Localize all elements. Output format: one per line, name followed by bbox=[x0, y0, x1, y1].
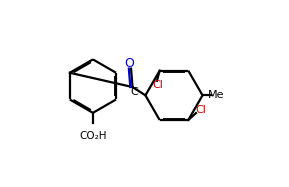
Text: Cl: Cl bbox=[195, 105, 206, 115]
Text: C: C bbox=[130, 87, 138, 97]
Text: Me: Me bbox=[208, 90, 224, 100]
Text: CO₂H: CO₂H bbox=[79, 131, 107, 141]
Text: O: O bbox=[124, 57, 134, 70]
Text: Cl: Cl bbox=[152, 80, 163, 90]
